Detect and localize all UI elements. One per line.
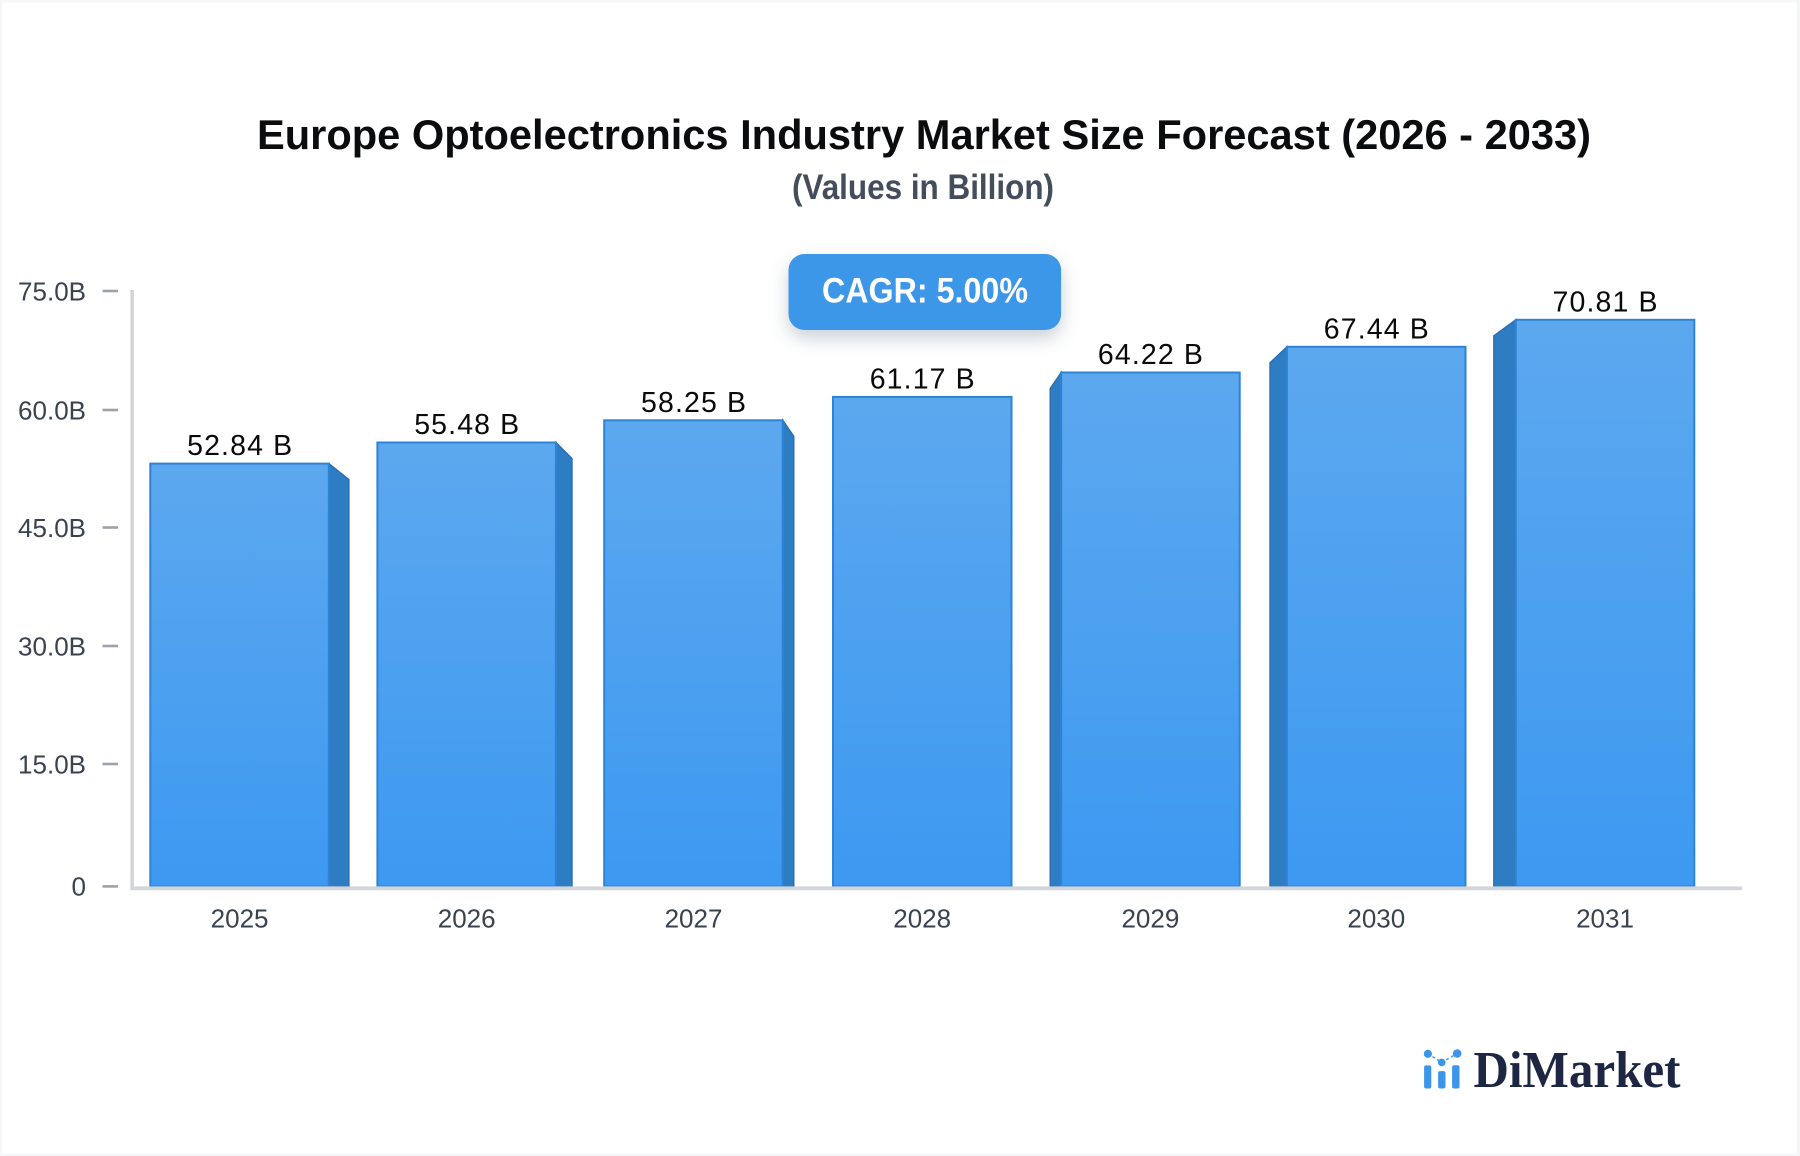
svg-text:2031: 2031 [1576,904,1634,934]
svg-text:0: 0 [72,872,86,902]
svg-text:60.0B: 60.0B [18,395,86,425]
svg-text:CAGR: 5.00%: CAGR: 5.00% [822,272,1028,311]
svg-text:67.44 B: 67.44 B [1324,313,1429,345]
svg-text:(Values in Billion): (Values in Billion) [792,167,1054,207]
svg-text:45.0B: 45.0B [18,513,86,543]
svg-text:2028: 2028 [893,904,951,934]
svg-text:64.22 B: 64.22 B [1098,339,1203,371]
svg-text:61.17 B: 61.17 B [870,363,975,395]
svg-text:55.48 B: 55.48 B [414,409,519,441]
svg-text:2027: 2027 [665,904,723,934]
svg-text:Europe Optoelectronics Industr: Europe Optoelectronics Industry Market S… [257,111,1591,158]
svg-text:30.0B: 30.0B [18,631,86,661]
svg-text:2030: 2030 [1347,904,1405,934]
svg-text:2025: 2025 [211,904,269,934]
svg-text:2029: 2029 [1121,904,1179,934]
svg-text:58.25 B: 58.25 B [641,387,746,419]
svg-text:70.81 B: 70.81 B [1553,286,1658,318]
svg-text:2026: 2026 [438,904,496,934]
svg-text:75.0B: 75.0B [18,276,86,306]
svg-text:15.0B: 15.0B [18,749,86,779]
svg-text:52.84 B: 52.84 B [187,430,292,462]
svg-text:DiMarket: DiMarket [1474,1042,1682,1099]
